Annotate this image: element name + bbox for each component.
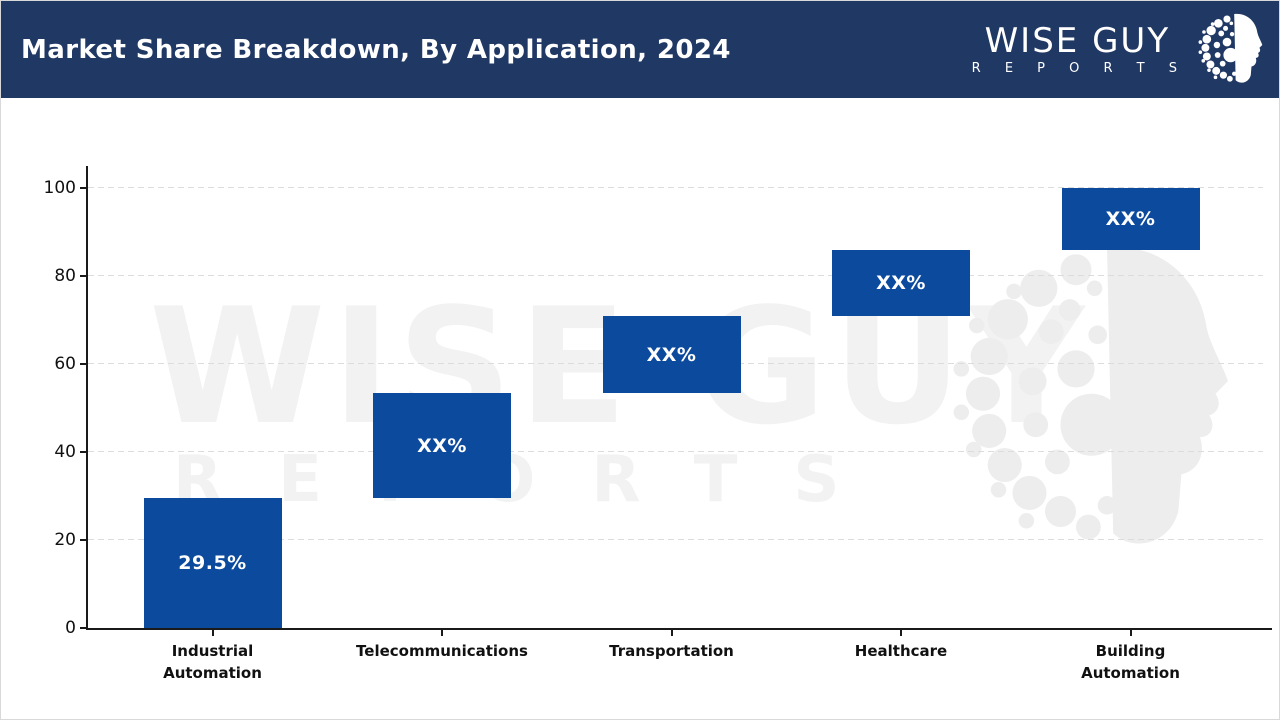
y-tick-20 [80,539,86,541]
gridline-40 [88,451,1263,452]
x-tick-label-4: Building Automation [1081,642,1180,682]
bar-building-automation: XX% [1061,188,1200,251]
gridline-20 [88,539,1263,540]
x-tick-3 [900,630,902,636]
x-tick-label-0: Industrial Automation [163,642,262,682]
x-tick-label-2: Transportation [609,642,734,660]
gridline-100 [88,187,1263,188]
y-tick-60 [80,363,86,365]
x-tick-0 [211,630,214,636]
logo-subtitle: R E P O R T S [971,61,1187,77]
bar-value-label: XX% [876,272,926,295]
logo-wordmark: WISE GUY [984,20,1171,61]
bar-industrial-automation: 29.5% [143,498,282,628]
header-bar: Market Share Breakdown, By Application, … [1,1,1279,98]
waterfall-chart: WISE GUY REPORTS 0 20 40 60 80 100 29.5% XX% XX%… [1,98,1279,719]
face-profile-icon [1191,8,1263,92]
y-tick-label-20: 20 [54,530,76,550]
x-tick-label-1: Telecommunications [356,642,528,660]
bar-value-label: XX% [417,434,467,457]
y-tick-80 [80,275,86,277]
logo-text: WISE GUY R E P O R T S [968,20,1187,77]
x-tick-4 [1129,630,1132,636]
y-tick-label-60: 60 [54,354,76,374]
bar-telecommunications: XX% [373,393,511,499]
y-tick-40 [80,451,86,453]
y-tick-label-40: 40 [54,442,76,462]
gridline-80 [88,275,1263,276]
x-tick-label-3: Healthcare [854,642,948,660]
bar-transportation: XX% [602,315,741,394]
page-title: Market Share Breakdown, By Application, … [21,34,731,65]
x-axis-spine [86,628,1272,630]
wise-guy-logo: WISE GUY R E P O R T S [968,7,1263,93]
bar-value-label: 29.5% [178,552,247,575]
y-tick-0 [80,627,86,629]
y-axis-spine [86,166,88,630]
y-tick-label-0: 0 [65,618,76,638]
bar-value-label: XX% [646,343,697,366]
y-tick-label-100: 100 [43,178,76,198]
bar-healthcare: XX% [832,250,970,316]
bar-value-label: XX% [1105,208,1156,231]
y-tick-label-80: 80 [54,266,76,286]
x-tick-1 [441,630,443,636]
x-tick-2 [670,630,673,636]
y-tick-100 [80,187,86,189]
